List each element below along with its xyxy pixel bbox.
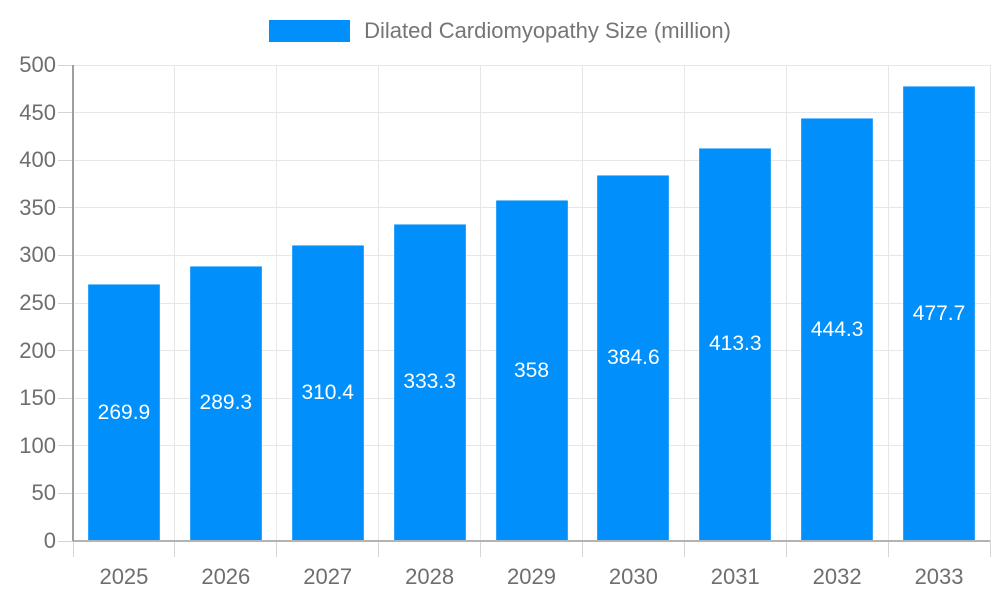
bar[interactable]: 444.3 (801, 118, 874, 541)
x-axis-tick (276, 541, 278, 557)
legend-marker (269, 20, 351, 42)
x-axis-label: 2025 (99, 564, 149, 589)
x-gridline (581, 65, 583, 541)
bar[interactable]: 269.9 (87, 284, 160, 541)
x-gridline (683, 65, 685, 541)
x-axis-label: 2033 (914, 564, 964, 589)
bar-value-label: 310.4 (301, 381, 354, 405)
x-axis-tick (378, 541, 380, 557)
bar-value-label: 384.6 (607, 345, 660, 369)
x-gridline (989, 65, 991, 541)
bar[interactable]: 333.3 (393, 223, 466, 541)
y-axis-tick (58, 112, 73, 114)
y-axis-label: 500 (19, 52, 56, 77)
y-axis-tick (58, 207, 73, 209)
y-axis-label: 450 (19, 99, 56, 125)
y-axis-tick (58, 254, 73, 256)
x-axis-tick (683, 541, 685, 557)
x-axis-tick (174, 541, 176, 557)
y-gridline (73, 159, 990, 161)
x-axis-line (73, 540, 990, 542)
bar-value-label: 444.3 (810, 317, 864, 341)
x-axis-label: 2026 (201, 564, 251, 589)
legend[interactable]: Dilated Cardiomyopathy Size (million) (0, 18, 1000, 44)
y-axis-label: 350 (19, 194, 56, 220)
bar[interactable]: 358 (495, 200, 568, 541)
x-axis-tick (72, 541, 74, 557)
y-axis-label: 300 (19, 242, 56, 268)
y-axis-label: 400 (19, 147, 56, 173)
x-gridline (480, 65, 482, 541)
y-axis-tick (58, 397, 73, 399)
x-axis-label: 2030 (608, 564, 658, 589)
y-axis-label: 250 (19, 290, 56, 315)
y-axis-tick (58, 492, 73, 494)
bar-value-label: 358 (513, 358, 550, 382)
x-axis-label: 2032 (812, 564, 862, 589)
x-axis-tick (887, 541, 889, 557)
y-axis-label: 50 (31, 480, 56, 506)
y-axis-tick (58, 350, 73, 352)
y-axis-label: 100 (19, 432, 56, 458)
bar[interactable]: 413.3 (699, 147, 772, 541)
bar-value-label: 289.3 (199, 391, 253, 415)
y-axis-label: 200 (19, 337, 56, 363)
bar[interactable]: 310.4 (291, 245, 364, 541)
y-axis-tick (58, 302, 73, 304)
y-axis-label: 0 (43, 528, 56, 553)
y-axis-tick (58, 159, 73, 161)
y-axis-tick (58, 540, 73, 542)
x-gridline (378, 65, 380, 541)
bar-value-label: 333.3 (403, 370, 456, 394)
y-gridline (73, 112, 990, 114)
y-axis-tick (58, 445, 73, 447)
x-gridline (174, 65, 176, 541)
bar-value-label: 477.7 (912, 301, 966, 325)
bar[interactable]: 289.3 (189, 265, 262, 541)
x-axis-tick (989, 541, 991, 557)
x-axis-tick (581, 541, 583, 557)
x-axis-tick (785, 541, 787, 557)
x-axis-label: 2031 (710, 564, 760, 589)
x-axis-label: 2027 (303, 564, 353, 589)
y-gridline (73, 64, 990, 66)
x-axis-tick (480, 541, 482, 557)
bar-value-label: 269.9 (97, 400, 151, 424)
y-axis-label: 150 (19, 385, 56, 411)
bar-value-label: 413.3 (708, 332, 762, 356)
x-gridline (785, 65, 787, 541)
x-axis-label: 2029 (507, 564, 556, 589)
bar[interactable]: 384.6 (597, 174, 670, 541)
y-axis-tick (58, 64, 73, 66)
x-axis-label: 2028 (405, 564, 455, 589)
y-axis-line (72, 65, 74, 541)
x-gridline (887, 65, 889, 541)
bar[interactable]: 477.7 (903, 86, 976, 541)
x-gridline (276, 65, 278, 541)
legend-label: Dilated Cardiomyopathy Size (million) (364, 18, 731, 43)
